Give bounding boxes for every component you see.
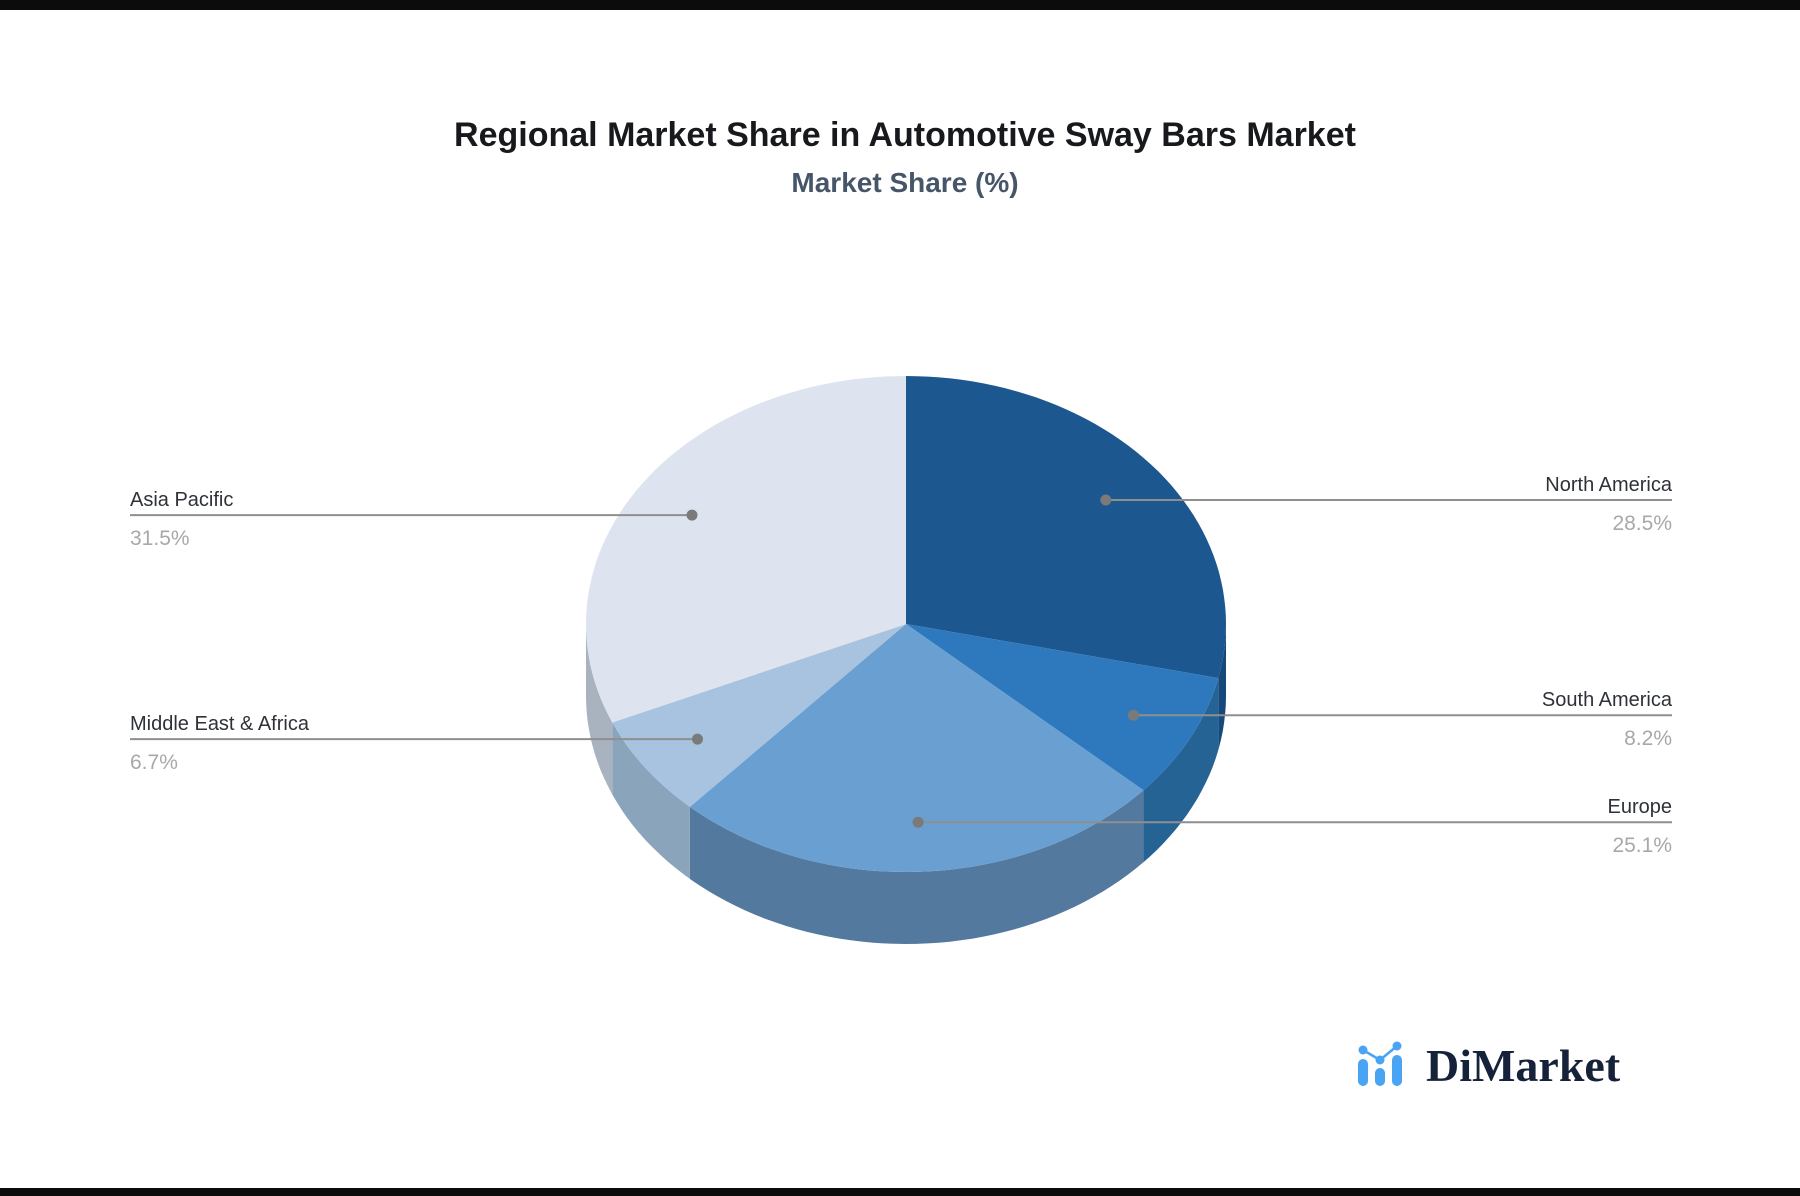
- bar-chart-logo-icon: [1356, 1038, 1414, 1091]
- pie-slice-south-america[interactable]: [906, 624, 1219, 791]
- pie-slice-north-america[interactable]: [906, 376, 1226, 679]
- slice-label-north-america: North America: [1545, 474, 1673, 496]
- brand-logo: DiMarket: [1356, 1038, 1620, 1091]
- slice-label-south-america: South America: [1542, 689, 1673, 711]
- slice-value-europe: 25.1%: [1612, 834, 1672, 857]
- chart-title: Regional Market Share in Automotive Sway…: [454, 116, 1356, 154]
- slice-value-asia-pacific: 31.5%: [130, 527, 190, 550]
- slice-value-middle-east-africa: 6.7%: [130, 751, 178, 774]
- pie-slice-side-middle-east-africa: [612, 722, 690, 879]
- slice-value-north-america: 28.5%: [1612, 512, 1672, 535]
- pie-slice-side-asia-pacific: [586, 624, 613, 795]
- leader-dot-middle-east-africa: [692, 733, 703, 745]
- leader-dot-asia-pacific: [686, 509, 698, 521]
- leader-dot-europe: [912, 816, 924, 828]
- pie-slice-side-europe: [689, 790, 1144, 944]
- pie-slice-middle-east-africa[interactable]: [612, 624, 906, 807]
- slice-label-middle-east-africa: Middle East & Africa: [130, 713, 310, 735]
- bottom-border: [0, 1188, 1800, 1196]
- slice-label-europe: Europe: [1608, 796, 1673, 818]
- leader-dot-south-america: [1127, 709, 1139, 721]
- slice-value-south-america: 8.2%: [1624, 727, 1672, 750]
- pie-slice-asia-pacific[interactable]: [586, 376, 906, 723]
- brand-logo-text: DiMarket: [1426, 1040, 1621, 1091]
- pie-slice-side-south-america: [1143, 678, 1219, 863]
- slice-label-asia-pacific: Asia Pacific: [130, 489, 233, 511]
- top-border: [0, 0, 1800, 10]
- leader-dot-north-america: [1100, 494, 1112, 506]
- pie-slice-europe[interactable]: [689, 624, 1144, 872]
- chart-subtitle: Market Share (%): [791, 167, 1019, 198]
- pie-slice-side-north-america: [1218, 624, 1226, 751]
